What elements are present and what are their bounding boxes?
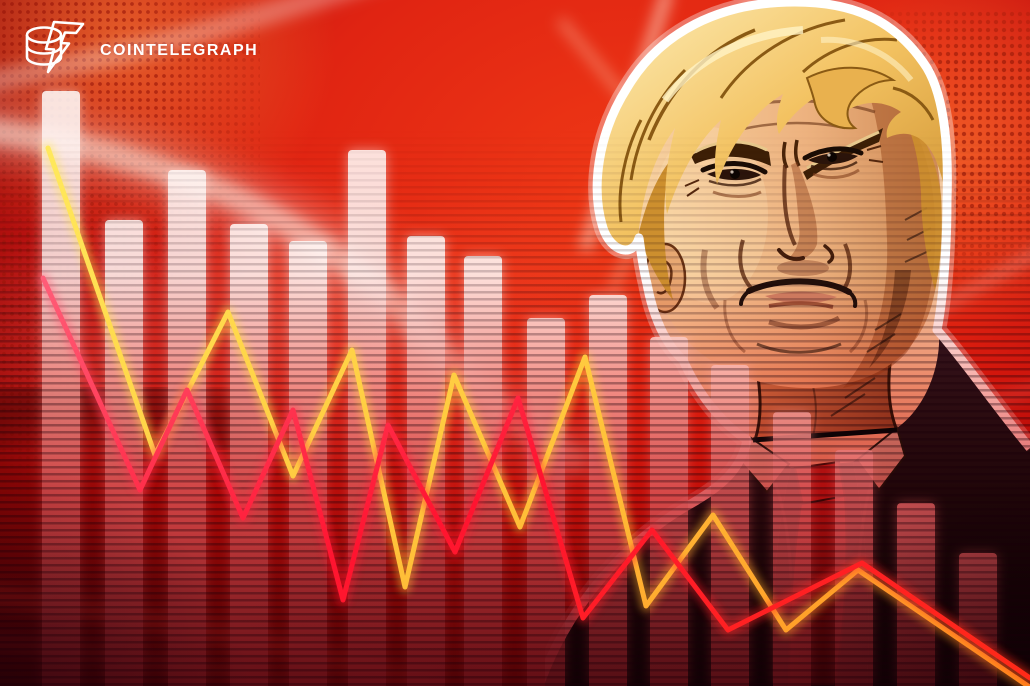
cointelegraph-logo: COINTELEGRAPH xyxy=(24,20,258,76)
red-trend-line xyxy=(40,275,1030,681)
cointelegraph-coin-lightning-icon xyxy=(25,20,85,74)
red-trend-line-glow xyxy=(37,272,1030,684)
cointelegraph-logo-text: COINTELEGRAPH xyxy=(100,42,259,59)
